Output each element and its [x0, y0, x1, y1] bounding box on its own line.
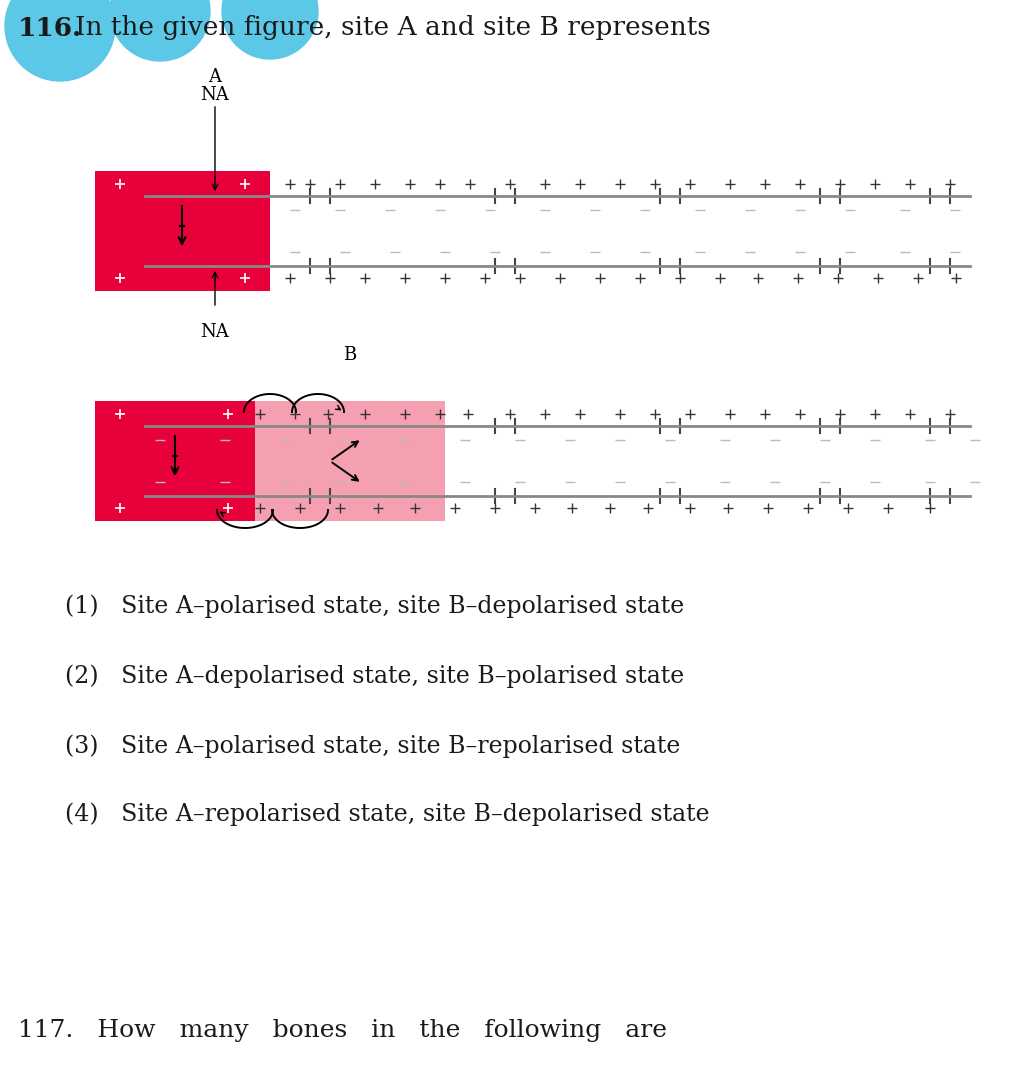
Circle shape — [5, 0, 115, 81]
Text: (4)   Site A–repolarised state, site B–depolarised state: (4) Site A–repolarised state, site B–dep… — [65, 803, 710, 826]
Bar — [95, 171, 270, 291]
Text: B: B — [343, 346, 356, 364]
Text: In the given figure, site A and site B represents: In the given figure, site A and site B r… — [75, 16, 711, 41]
Bar — [95, 401, 255, 521]
Bar — [255, 401, 445, 521]
Text: 117.   How   many   bones   in   the   following   are: 117. How many bones in the following are — [18, 1019, 667, 1043]
Circle shape — [110, 0, 210, 61]
Text: (3)   Site A–polarised state, site B–repolarised state: (3) Site A–polarised state, site B–repol… — [65, 734, 680, 758]
Text: (1)   Site A–polarised state, site B–depolarised state: (1) Site A–polarised state, site B–depol… — [65, 594, 684, 618]
Text: NA: NA — [201, 86, 229, 104]
Text: A: A — [209, 68, 221, 86]
Text: (2)   Site A–depolarised state, site B–polarised state: (2) Site A–depolarised state, site B–pol… — [65, 664, 684, 688]
Text: 116.: 116. — [18, 16, 82, 41]
Text: NA: NA — [201, 323, 229, 341]
Circle shape — [222, 0, 318, 59]
